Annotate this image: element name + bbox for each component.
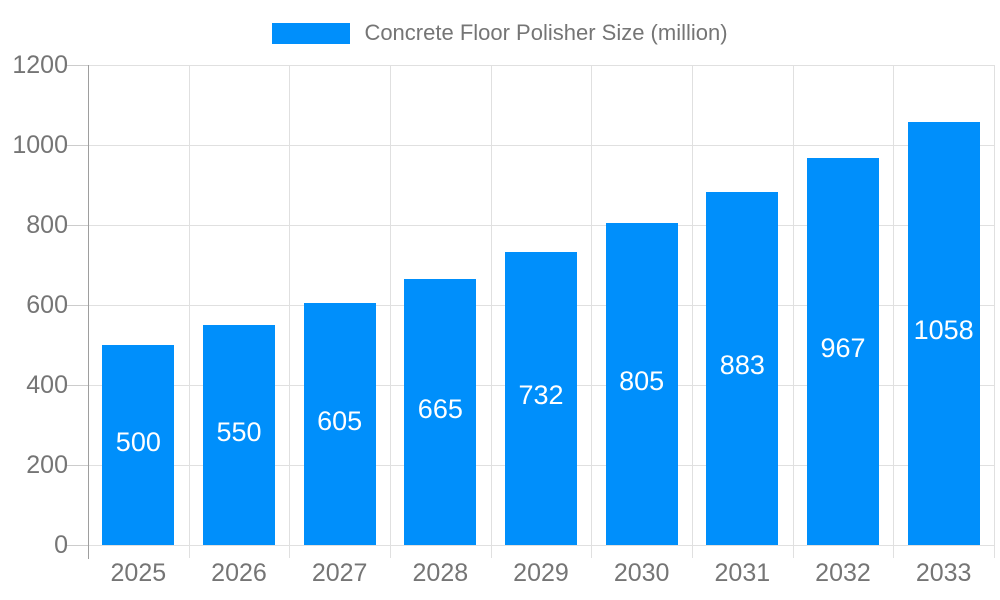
bar-value-label: 500 [115,426,161,457]
y-tick-mark [67,65,88,66]
y-tick-mark [67,385,88,386]
y-tick-label: 1000 [12,131,68,159]
legend-label: Concrete Floor Polisher Size (million) [364,20,728,45]
y-tick-label: 0 [54,531,68,559]
x-gridline [289,65,291,558]
y-tick-mark [67,305,88,306]
bar-2031[interactable]: 883 [706,191,779,545]
y-tick-mark [67,225,88,226]
x-gridline [188,65,190,558]
y-tick-label: 800 [26,211,68,239]
bar-2030[interactable]: 805 [605,223,678,545]
bar-2028[interactable]: 665 [404,279,477,545]
bar-2029[interactable]: 732 [505,252,577,545]
x-tick-label: 2025 [110,559,167,587]
x-gridline [893,65,895,558]
bar-value-label: 605 [317,405,363,436]
bar-value-label: 967 [820,333,866,364]
x-tick-label: 2031 [714,559,771,587]
x-tick-label: 2028 [412,559,469,587]
plot-area: 500 550 605 665 732 805 883 967 1058 [67,65,995,559]
y-tick-label: 200 [26,451,68,479]
bar-value-label: 665 [417,393,463,424]
x-tick-label: 2032 [815,559,871,587]
y-gridline [88,545,994,546]
y-tick-mark [67,465,88,466]
x-gridline [390,65,391,558]
y-gridline [88,65,994,66]
x-tick-label: 2029 [513,559,569,587]
y-axis-labels: 0 200 400 600 800 1000 1200 [0,51,68,559]
x-tick-label: 2027 [311,559,368,587]
bar-value-label: 883 [719,349,765,380]
legend-swatch-icon [272,22,351,44]
bar-value-label: 550 [216,416,262,447]
y-tick-label: 1200 [12,51,68,79]
x-gridline [591,65,593,558]
x-gridline [490,65,492,558]
y-tick-label: 400 [26,371,68,399]
x-gridline [792,65,794,558]
chart-legend[interactable]: Concrete Floor Polisher Size (million) [0,20,1000,45]
y-tick-label: 600 [26,291,68,319]
x-gridline [994,65,995,558]
x-tick-label: 2033 [915,559,972,587]
x-gridline [692,65,693,558]
y-axis-line [88,65,89,559]
bar-2033[interactable]: 1058 [907,121,980,545]
y-tick-mark [67,545,88,546]
x-tick-label: 2026 [211,559,267,587]
bar-value-label: 1058 [913,314,974,345]
bar-2025[interactable]: 500 [102,345,175,545]
y-tick-mark [67,145,88,146]
bar-2027[interactable]: 605 [303,303,376,545]
bar-value-label: 805 [619,365,665,396]
x-tick-label: 2030 [613,559,670,587]
bar-2032[interactable]: 967 [807,158,879,545]
y-gridline [88,145,994,146]
bar-value-label: 732 [518,380,564,411]
bar-2026[interactable]: 550 [203,325,275,545]
y-gridline [88,225,994,226]
x-axis-labels: 2025 2026 2027 2028 2029 2030 2031 2032 2033 [88,558,994,588]
